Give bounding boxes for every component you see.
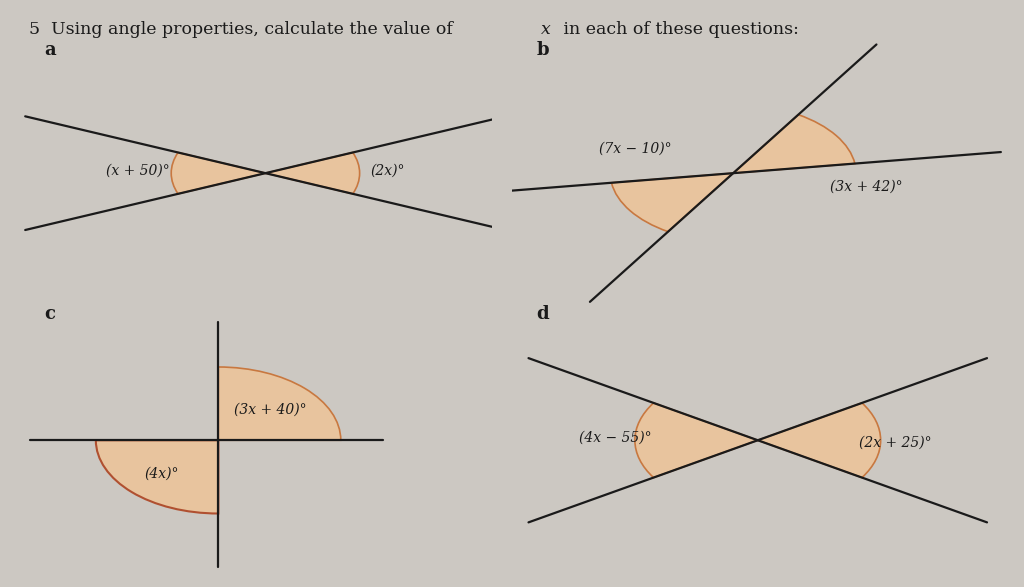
Text: (4x − 55)°: (4x − 55)° xyxy=(579,430,651,444)
Text: c: c xyxy=(44,305,55,323)
Text: (3x + 42)°: (3x + 42)° xyxy=(829,180,902,194)
Wedge shape xyxy=(611,173,733,232)
Text: (4x)°: (4x)° xyxy=(144,467,179,481)
Text: (2x)°: (2x)° xyxy=(371,163,406,177)
Wedge shape xyxy=(171,153,265,194)
Text: (7x − 10)°: (7x − 10)° xyxy=(599,141,671,156)
Text: (x + 50)°: (x + 50)° xyxy=(106,163,170,177)
Wedge shape xyxy=(758,403,881,478)
Text: (2x + 25)°: (2x + 25)° xyxy=(859,436,932,450)
Wedge shape xyxy=(265,153,359,194)
Wedge shape xyxy=(733,114,855,173)
Text: (3x + 40)°: (3x + 40)° xyxy=(233,402,306,416)
Text: a: a xyxy=(44,41,55,59)
Text: x: x xyxy=(541,21,551,38)
Text: 5  Using angle properties, calculate the value of: 5 Using angle properties, calculate the … xyxy=(29,21,458,38)
Wedge shape xyxy=(96,440,218,514)
Text: d: d xyxy=(537,305,549,323)
Wedge shape xyxy=(218,367,341,440)
Wedge shape xyxy=(635,403,758,478)
Text: in each of these questions:: in each of these questions: xyxy=(558,21,799,38)
Text: b: b xyxy=(537,41,549,59)
